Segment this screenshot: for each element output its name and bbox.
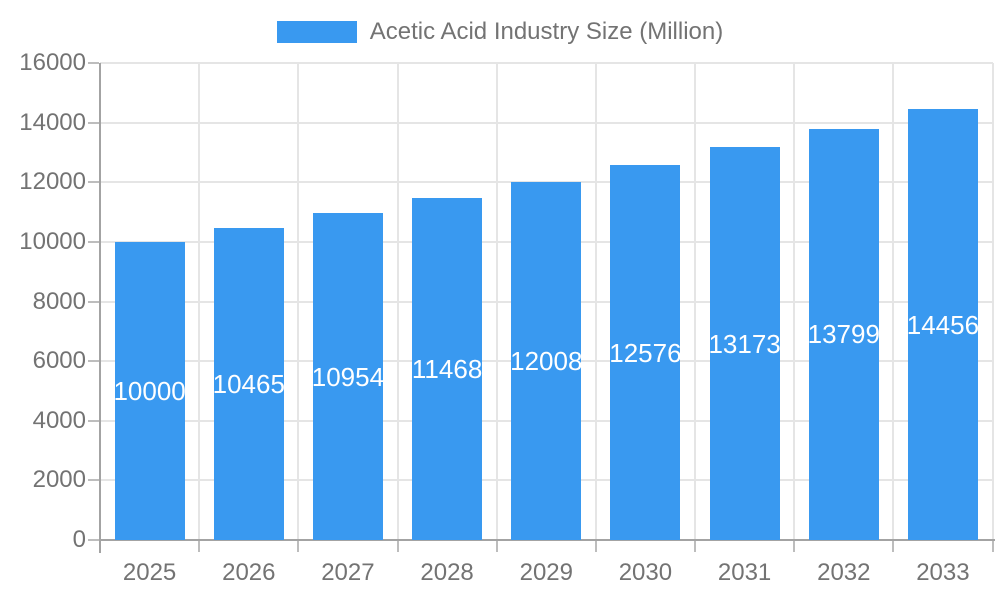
y-axis-tick — [88, 539, 99, 541]
y-axis-tick — [88, 479, 99, 482]
bar[interactable] — [511, 182, 582, 540]
x-axis-label: 2032 — [817, 559, 871, 586]
x-axis-label: 2031 — [717, 559, 772, 586]
bar[interactable] — [213, 228, 284, 540]
bar-value-label: 10000 — [113, 375, 186, 406]
grid-line-vertical — [297, 63, 300, 540]
grid-line-vertical — [396, 63, 399, 540]
y-axis-label: 10000 — [19, 227, 86, 255]
bar-value-label: 12576 — [609, 337, 682, 368]
bar[interactable] — [114, 241, 185, 540]
y-axis-label: 2000 — [32, 466, 86, 494]
bar[interactable] — [907, 109, 978, 540]
y-axis-label: 12000 — [19, 168, 86, 196]
y-axis-line — [99, 63, 101, 553]
grid-line-vertical — [793, 63, 796, 540]
grid-line-vertical — [495, 63, 498, 540]
legend-swatch — [276, 21, 357, 43]
bar[interactable] — [412, 198, 483, 540]
y-axis-label: 6000 — [32, 347, 86, 375]
grid-line-horizontal — [100, 62, 993, 64]
x-axis-label: 2028 — [420, 559, 474, 586]
x-axis-label: 2027 — [321, 559, 375, 586]
x-axis-tick — [495, 541, 498, 552]
x-axis-tick — [297, 541, 300, 552]
y-axis-label: 14000 — [19, 108, 86, 136]
bar-value-label: 14456 — [906, 309, 980, 340]
bar[interactable] — [709, 147, 780, 540]
x-axis-label: 2033 — [916, 559, 970, 586]
y-axis-tick — [88, 121, 99, 124]
x-axis-tick — [991, 541, 994, 552]
y-axis-label: 16000 — [19, 49, 86, 76]
grid-line-vertical — [991, 63, 994, 540]
grid-line-vertical — [198, 63, 201, 540]
bar-value-label: 10465 — [212, 369, 285, 399]
x-axis-label: 2025 — [122, 559, 177, 586]
legend[interactable]: Acetic Acid Industry Size (Million) — [0, 18, 1000, 45]
bar-value-label: 13173 — [708, 328, 781, 359]
x-axis-tick — [892, 541, 895, 552]
bar[interactable] — [610, 165, 681, 540]
x-axis-label: 2029 — [519, 559, 573, 586]
x-axis-label: 2030 — [618, 559, 673, 586]
x-axis-tick — [396, 541, 399, 552]
bar-value-label: 12008 — [510, 346, 583, 376]
x-axis-tick — [694, 541, 696, 552]
y-axis-label: 0 — [72, 526, 86, 553]
y-axis-tick — [88, 181, 99, 184]
bar[interactable] — [808, 128, 879, 540]
y-axis-label: 4000 — [32, 406, 86, 434]
bar-value-label: 10954 — [311, 361, 385, 392]
x-axis-tick — [198, 541, 201, 552]
legend-label: Acetic Acid Industry Size (Million) — [369, 18, 724, 45]
bar-value-label: 11468 — [411, 354, 483, 385]
y-axis-tick — [88, 419, 99, 422]
y-axis-tick — [88, 300, 99, 303]
grid-line-vertical — [594, 63, 597, 540]
grid-line-vertical — [892, 63, 895, 540]
bar-value-label: 13799 — [807, 319, 880, 350]
x-axis-tick — [793, 541, 796, 552]
y-axis-tick — [88, 62, 99, 64]
grid-line-horizontal — [100, 121, 993, 124]
y-axis-tick — [88, 240, 99, 243]
bar[interactable] — [312, 213, 383, 540]
grid-line-vertical — [694, 63, 696, 540]
y-axis-tick — [88, 360, 99, 363]
x-axis-tick — [594, 541, 597, 552]
y-axis-label: 8000 — [32, 287, 86, 315]
x-axis-label: 2026 — [222, 559, 276, 586]
x-axis-line — [99, 539, 995, 541]
